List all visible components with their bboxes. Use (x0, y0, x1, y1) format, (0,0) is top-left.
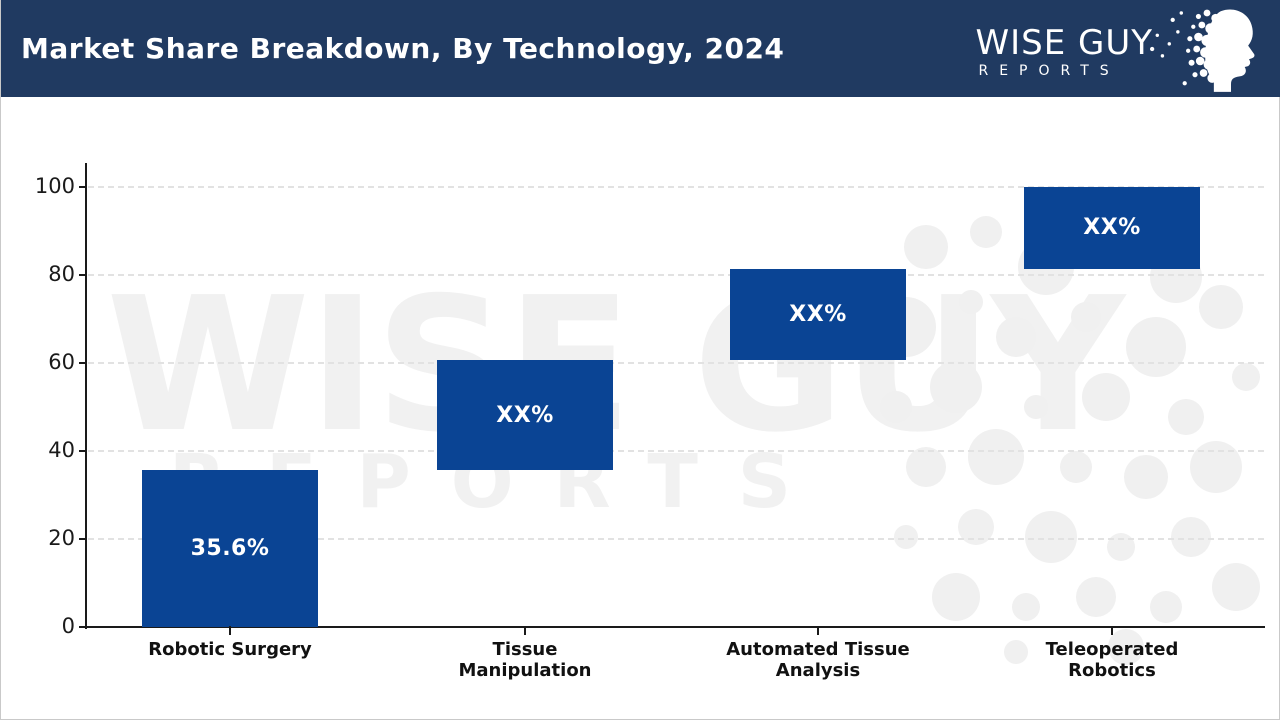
bar-segment: XX% (1024, 187, 1200, 269)
bar-segment: XX% (437, 360, 613, 471)
y-axis-tick (79, 450, 87, 452)
y-axis-label: 80 (48, 262, 75, 286)
chart-canvas: WISE GUY REPORTS 0 20 40 60 80 100 35.6% Roboti… (1, 97, 1279, 719)
brand-name: WISE GUY (975, 22, 1153, 63)
y-axis-label: 100 (34, 174, 75, 198)
x-axis-category-label: Tissue Manipulation (458, 639, 592, 681)
plot-area: 0 20 40 60 80 100 35.6% Robotic Surgery XX% Tissu… (1, 97, 1279, 719)
bar-value-label: XX% (496, 402, 554, 428)
gridline (88, 186, 1264, 188)
gridline (88, 450, 1264, 452)
x-axis-tick (1111, 626, 1113, 635)
y-axis-tick (79, 538, 87, 540)
bar-value-label: 35.6% (190, 536, 270, 562)
x-axis-category-label: Robotic Surgery (148, 639, 312, 660)
bar-value-label: XX% (1083, 215, 1141, 241)
y-axis-line (85, 163, 87, 629)
x-axis-tick (524, 626, 526, 635)
bar-segment: XX% (730, 268, 906, 361)
y-axis-tick (79, 362, 87, 364)
x-axis-tick (817, 626, 819, 635)
brand-text: WISE GUY REPORTS (975, 25, 1153, 79)
brand-logo: WISE GUY REPORTS (975, 5, 1267, 93)
y-axis-label: 20 (48, 526, 75, 550)
brand-head-icon (1150, 9, 1255, 92)
y-axis-tick (79, 274, 87, 276)
gridline (88, 274, 1264, 276)
y-axis-tick (79, 186, 87, 188)
gridline (88, 362, 1264, 364)
header: Market Share Breakdown, By Technology, 2… (1, 0, 1280, 97)
page-title: Market Share Breakdown, By Technology, 2… (21, 32, 785, 65)
y-axis-label: 0 (61, 614, 75, 638)
x-axis-category-label: Automated Tissue Analysis (726, 639, 910, 681)
brand-sub: REPORTS (978, 62, 1120, 79)
bar-value-label: XX% (789, 302, 847, 328)
gridline (88, 538, 1264, 540)
y-axis-tick (79, 626, 87, 628)
y-axis-label: 40 (48, 438, 75, 462)
y-axis-label: 60 (48, 350, 75, 374)
x-axis-tick (229, 626, 231, 635)
x-axis-category-label: Teleoperated Robotics (1045, 639, 1179, 681)
x-axis-line (85, 626, 1265, 628)
bar-segment: 35.6% (142, 470, 318, 627)
